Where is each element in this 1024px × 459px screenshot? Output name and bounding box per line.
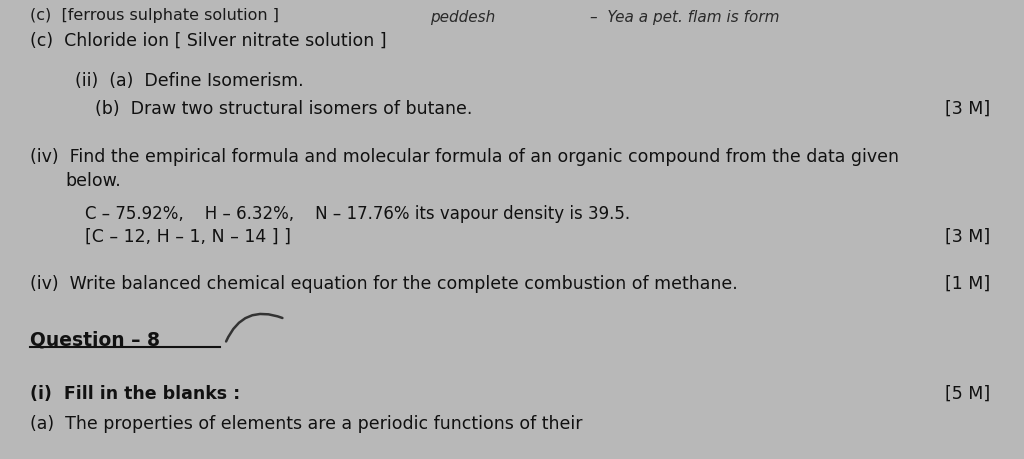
Text: [5 M]: [5 M]: [945, 384, 990, 402]
Text: Question – 8: Question – 8: [30, 329, 160, 348]
Text: C – 75.92%,    H – 6.32%,    N – 17.76% its vapour density is 39.5.: C – 75.92%, H – 6.32%, N – 17.76% its va…: [85, 205, 630, 223]
Text: (iv)  Find the empirical formula and molecular formula of an organic compound fr: (iv) Find the empirical formula and mole…: [30, 148, 899, 166]
Text: (a)  The properties of elements are a periodic functions of their: (a) The properties of elements are a per…: [30, 414, 583, 432]
Text: –  Yea a pet. flam is form: – Yea a pet. flam is form: [590, 10, 779, 25]
Text: peddesh: peddesh: [430, 10, 496, 25]
Text: [3 M]: [3 M]: [945, 100, 990, 118]
Text: [3 M]: [3 M]: [945, 228, 990, 246]
Text: (iv)  Write balanced chemical equation for the complete combustion of methane.: (iv) Write balanced chemical equation fo…: [30, 274, 737, 292]
Text: [C – 12, H – 1, N – 14 ] ]: [C – 12, H – 1, N – 14 ] ]: [85, 228, 291, 246]
Text: [1 M]: [1 M]: [945, 274, 990, 292]
Text: (ii)  (a)  Define Isomerism.: (ii) (a) Define Isomerism.: [75, 72, 304, 90]
Text: (c)  [ferrous sulphate solution ]: (c) [ferrous sulphate solution ]: [30, 8, 279, 23]
Text: (b)  Draw two structural isomers of butane.: (b) Draw two structural isomers of butan…: [95, 100, 472, 118]
Text: (c)  Chloride ion [ Silver nitrate solution ]: (c) Chloride ion [ Silver nitrate soluti…: [30, 32, 387, 50]
Text: (i)  Fill in the blanks :: (i) Fill in the blanks :: [30, 384, 241, 402]
Text: below.: below.: [65, 172, 121, 190]
